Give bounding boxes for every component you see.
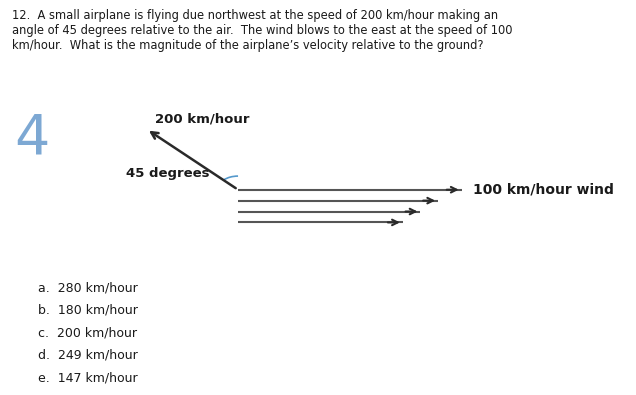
Text: 4: 4: [15, 112, 50, 166]
Text: 45 degrees: 45 degrees: [127, 167, 210, 180]
Text: e.  147 km/hour: e. 147 km/hour: [38, 372, 137, 385]
Text: b.  180 km/hour: b. 180 km/hour: [38, 304, 138, 317]
Text: 100 km/hour wind: 100 km/hour wind: [473, 183, 614, 197]
Text: c.  200 km/hour: c. 200 km/hour: [38, 326, 137, 339]
Text: 200 km/hour: 200 km/hour: [155, 112, 250, 125]
Text: 12.  A small airplane is flying due northwest at the speed of 200 km/hour making: 12. A small airplane is flying due north…: [11, 9, 512, 52]
Text: a.  280 km/hour: a. 280 km/hour: [38, 281, 138, 294]
Text: d.  249 km/hour: d. 249 km/hour: [38, 349, 138, 362]
